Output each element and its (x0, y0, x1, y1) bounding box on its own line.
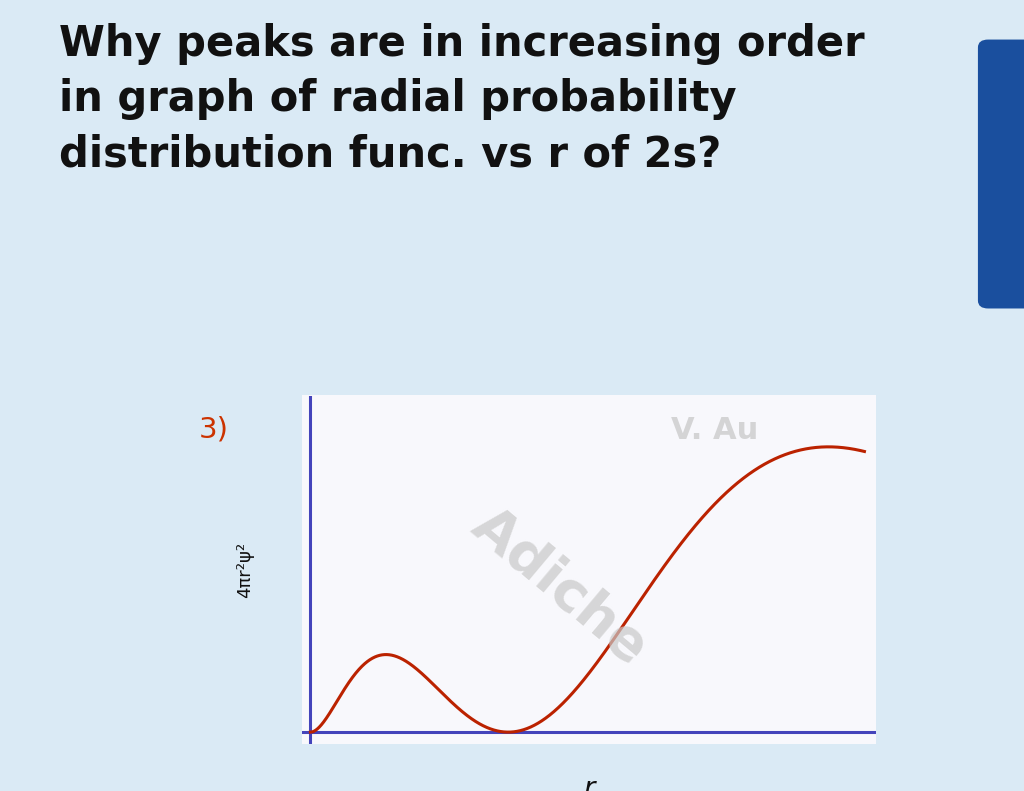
Text: V. Au: V. Au (672, 416, 759, 445)
Text: 4πr²ψ²: 4πr²ψ² (236, 542, 254, 597)
Text: r: r (583, 775, 595, 791)
Text: Why peaks are in increasing order
in graph of radial probability
distribution fu: Why peaks are in increasing order in gra… (59, 23, 864, 176)
Text: Adiche: Adiche (462, 498, 658, 676)
Text: 3): 3) (199, 415, 228, 443)
